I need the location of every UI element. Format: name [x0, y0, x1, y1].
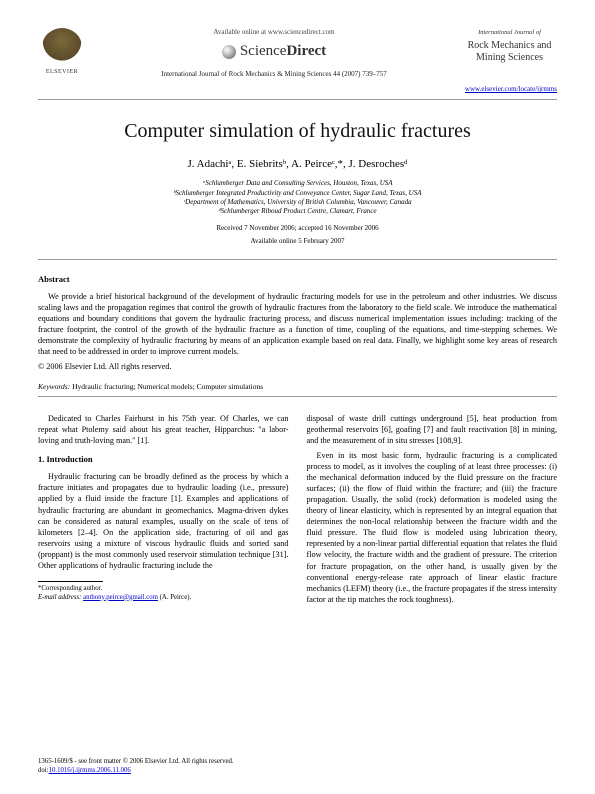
center-header: Available online at www.sciencedirect.co… [86, 28, 462, 79]
affiliation: ᶜDepartment of Mathematics, University o… [38, 198, 557, 207]
available-online-text: Available online at www.sciencedirect.co… [94, 28, 454, 37]
elsevier-label: ELSEVIER [46, 68, 78, 76]
abstract-body: We provide a brief historical background… [38, 291, 557, 357]
right-column: disposal of waste drill cuttings undergr… [307, 413, 558, 609]
issn-line: 1365-1609/$ - see front matter © 2006 El… [38, 758, 557, 767]
affiliations: ᵃSchlumberger Data and Consulting Servic… [38, 179, 557, 215]
sciencedirect-logo: ScienceDirect [222, 41, 326, 61]
footnote-separator [38, 581, 103, 582]
affiliation: ᵈSchlumberger Riboud Product Centre, Cla… [38, 207, 557, 216]
email-row: E-mail address: anthony.peirce@gmail.com… [38, 594, 289, 603]
left-column: Dedicated to Charles Fairhurst in his 75… [38, 413, 289, 609]
locate-link-row: www.elsevier.com/locate/ijrmms [38, 85, 557, 94]
corresponding-author: *Corresponding author. [38, 585, 289, 594]
divider [38, 396, 557, 397]
keywords-label: Keywords: [38, 382, 70, 391]
sd-prefix: Science [240, 43, 287, 59]
divider [38, 99, 557, 100]
journal-name: Rock Mechanics and Mining Sciences [462, 40, 557, 64]
online-date: Available online 5 February 2007 [38, 237, 557, 246]
article-title: Computer simulation of hydraulic fractur… [38, 118, 557, 145]
abstract-copyright: © 2006 Elsevier Ltd. All rights reserved… [38, 361, 557, 372]
paragraph: Even in its most basic form, hydraulic f… [307, 450, 558, 605]
journal-prefix: International Journal of [462, 28, 557, 38]
elsevier-tree-icon [42, 28, 82, 66]
header-row: ELSEVIER Available online at www.science… [38, 28, 557, 79]
sd-suffix: Direct [286, 43, 326, 59]
doi-link[interactable]: 10.1016/j.ijrmms.2006.11.006 [49, 767, 131, 774]
author-email-link[interactable]: anthony.peirce@gmail.com [83, 594, 158, 601]
body-columns: Dedicated to Charles Fairhurst in his 75… [38, 413, 557, 609]
journal-title-block: International Journal of Rock Mechanics … [462, 28, 557, 64]
divider [38, 259, 557, 260]
sd-brand: ScienceDirect [240, 41, 326, 61]
footer-bar: 1365-1609/$ - see front matter © 2006 El… [38, 758, 557, 776]
section-heading: 1. Introduction [38, 454, 289, 465]
footnote-block: *Corresponding author. E-mail address: a… [38, 585, 289, 603]
keywords-text: Hydraulic fracturing; Numerical models; … [70, 382, 263, 391]
journal-reference: International Journal of Rock Mechanics … [94, 70, 454, 79]
doi-row: doi:10.1016/j.ijrmms.2006.11.006 [38, 767, 557, 776]
paragraph: disposal of waste drill cuttings undergr… [307, 413, 558, 446]
sd-ball-icon [222, 45, 236, 59]
keywords-row: Keywords: Hydraulic fracturing; Numerica… [38, 382, 557, 392]
locate-link[interactable]: www.elsevier.com/locate/ijrmms [465, 85, 557, 93]
dedication-text: Dedicated to Charles Fairhurst in his 75… [38, 413, 289, 446]
affiliation: ᵃSchlumberger Data and Consulting Servic… [38, 179, 557, 188]
abstract-heading: Abstract [38, 274, 557, 285]
author-list: J. Adachiᵃ, E. Siebritsᵇ, A. Peirceᶜ,*, … [38, 157, 557, 172]
doi-label: doi: [38, 767, 49, 774]
email-suffix: (A. Peirce). [158, 594, 191, 601]
paragraph: Hydraulic fracturing can be broadly defi… [38, 471, 289, 571]
affiliation: ᵇSchlumberger Integrated Productivity an… [38, 189, 557, 198]
email-label: E-mail address: [38, 594, 83, 601]
received-date: Received 7 November 2006; accepted 16 No… [38, 224, 557, 233]
elsevier-logo: ELSEVIER [38, 28, 86, 76]
